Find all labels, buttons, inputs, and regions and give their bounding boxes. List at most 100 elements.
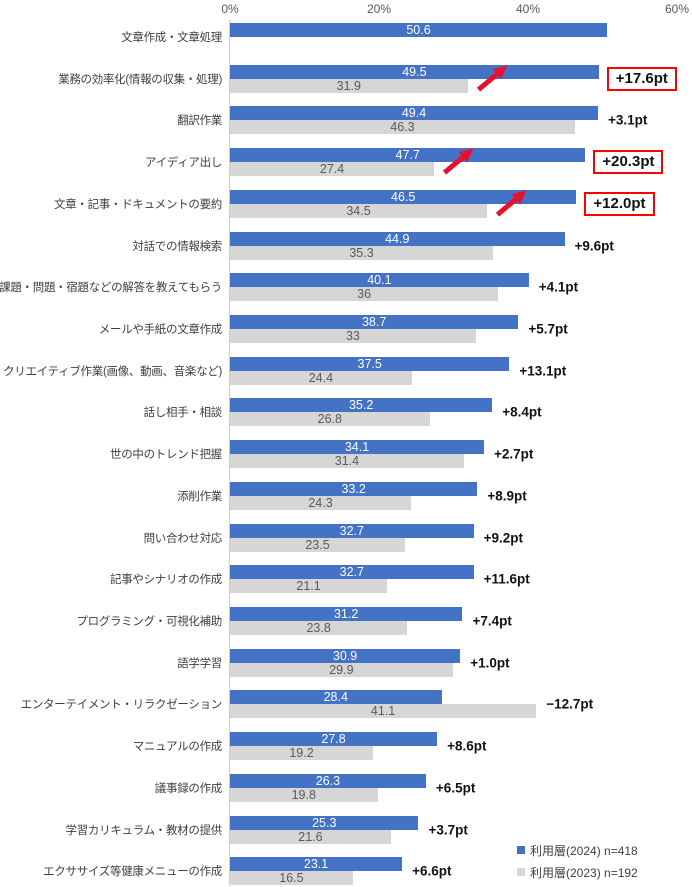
bar-2024: 44.9	[230, 231, 565, 246]
chart-row: プログラミング・可視化補助 31.2 23.8 +7.4pt	[0, 606, 692, 649]
category-label: 添削作業	[177, 490, 222, 503]
x-axis-tick: 60%	[664, 2, 690, 16]
chart-row: 添削作業 33.2 24.3 +8.9pt	[0, 481, 692, 524]
diff-label: +7.4pt	[472, 613, 512, 629]
chart-row: 世の中のトレンド把握 34.1 31.4 +2.7pt	[0, 440, 692, 482]
diff-label: +13.1pt	[519, 363, 567, 379]
chart-row: 学習カリキュラム・教材の提供 25.3 21.6 +3.7pt	[0, 815, 692, 858]
diff-label: +1.0pt	[470, 655, 510, 671]
bar-2023-value: 33	[345, 328, 360, 343]
bar-2023-value: 46.3	[390, 120, 415, 135]
legend-item: 利用層(2023) n=192	[517, 861, 638, 883]
bar-2023: 21.6	[230, 829, 391, 844]
bar-2024: 35.2	[230, 398, 493, 413]
bar-2023: 21.1	[230, 579, 388, 594]
bar-2023-value: 29.9	[329, 662, 354, 677]
chart-row: 翻訳作業 49.4 46.3 +3.1pt	[0, 106, 692, 148]
diff-label: +6.6pt	[412, 863, 452, 879]
bar-2023-value: 23.5	[305, 537, 330, 552]
chart-row: エンターテイメント・リラクゼーション 28.4 41.1 −12.7pt	[0, 690, 692, 732]
chart-row: アイディア出し 47.7 27.4 +20.3pt	[0, 148, 692, 190]
bar-2023-value: 41.1	[370, 704, 396, 719]
chart-row: エクササイズ等健康メニューの作成 23.1 16.5 +6.6pt	[0, 857, 692, 887]
category-label: エクササイズ等健康メニューの作成	[43, 866, 222, 879]
chart-row: 語学学習 30.9 29.9 +1.0pt	[0, 648, 692, 691]
bar-2024-value: 44.9	[385, 231, 410, 246]
bar-2023: 23.5	[230, 537, 406, 552]
bar-2024: 31.2	[230, 606, 463, 621]
bar-2024-value: 28.4	[323, 690, 348, 705]
bar-2023: 29.9	[230, 662, 453, 677]
bar-2024-value: 25.3	[312, 815, 337, 830]
increase-arrow-icon	[442, 148, 474, 175]
x-axis-tick: 0%	[221, 2, 239, 16]
bar-2023: 23.8	[230, 620, 408, 635]
legend-label: 利用層(2024) n=418	[530, 843, 638, 858]
chart-row: マニュアルの作成 27.8 19.2 +8.6pt	[0, 732, 692, 774]
bar-2023-value: 26.8	[317, 412, 342, 427]
bar-2023: 34.5	[230, 203, 488, 218]
category-label: 文章・記事・ドキュメントの要約	[54, 198, 222, 211]
bar-2023: 35.3	[230, 245, 493, 260]
category-label: 世の中のトレンド把握	[110, 449, 222, 462]
chart-row: 問い合わせ対応 32.7 23.5 +9.2pt	[0, 523, 692, 566]
legend-swatch-icon	[517, 846, 525, 854]
bar-2024-value: 30.9	[332, 648, 358, 663]
bar-2023: 19.2	[230, 746, 374, 761]
bar-2023-value: 19.8	[291, 787, 316, 802]
bar-2023-value: 19.2	[289, 746, 314, 761]
bar-2024: 37.5	[230, 356, 510, 371]
increase-arrow-icon	[476, 64, 508, 92]
category-label: 語学学習	[177, 657, 222, 670]
diff-label: +11.6pt	[483, 571, 530, 587]
bar-2024-value: 38.7	[361, 314, 387, 329]
bar-2023-value: 16.5	[279, 871, 304, 886]
bar-2024-value: 46.5	[391, 189, 416, 204]
category-label: 話し相手・相談	[143, 407, 223, 420]
category-label: プログラミング・可視化補助	[76, 615, 222, 628]
chart-row: 文章・記事・ドキュメントの要約 46.5 34.5 +12.0pt	[0, 189, 692, 232]
bar-2024: 50.6	[230, 23, 607, 37]
chart-row: 話し相手・相談 35.2 26.8 +8.4pt	[0, 398, 692, 440]
bar-2024: 30.9	[230, 648, 461, 663]
bar-2023-value: 24.4	[308, 370, 334, 385]
bar-2024: 33.2	[230, 481, 478, 496]
category-label: エンターテイメント・リラクゼーション	[20, 699, 223, 712]
bar-2024-value: 47.7	[395, 148, 420, 163]
category-label: メールや手紙の文章作成	[98, 323, 223, 336]
x-axis-tick: 20%	[366, 2, 392, 16]
chart-row: 記事やシナリオの作成 32.7 21.1 +11.6pt	[0, 565, 692, 607]
diff-label: +5.7pt	[528, 321, 568, 337]
bar-2023: 33	[230, 328, 476, 343]
bar-2024: 34.1	[230, 440, 485, 455]
bar-2023-value: 21.6	[298, 829, 323, 844]
bar-2024-value: 33.2	[341, 481, 366, 496]
diff-label: +17.6pt	[606, 66, 677, 91]
bar-2024: 38.7	[230, 314, 519, 329]
bar-2023: 27.4	[230, 162, 435, 177]
bar-2024-value: 35.2	[348, 398, 374, 413]
diff-label: +8.6pt	[447, 738, 487, 754]
diff-label: +3.1pt	[608, 112, 648, 128]
chart-row: クリエイティブ作業(画像、動画、音楽など) 37.5 24.4 +13.1pt	[0, 356, 692, 399]
bar-2024: 49.4	[230, 106, 599, 121]
bar-2024-value: 34.1	[344, 440, 370, 455]
legend-label: 利用層(2023) n=192	[530, 865, 638, 880]
bar-2023-value: 36	[357, 287, 372, 302]
diff-label: +12.0pt	[584, 191, 655, 216]
category-label: 課題・問題・宿題などの解答を教えてもらう	[0, 282, 222, 295]
legend: 利用層(2024) n=418 利用層(2023) n=192	[517, 839, 638, 883]
chart-row: 文章作成・文章処理 50.6	[0, 23, 692, 65]
bar-2023: 31.4	[230, 454, 464, 469]
chart-row: 議事録の作成 26.3 19.8 +6.5pt	[0, 773, 692, 816]
diff-label: +3.7pt	[428, 822, 468, 838]
category-label: 問い合わせ対応	[143, 532, 223, 545]
bar-2023-value: 24.3	[308, 495, 333, 510]
chart-row: メールや手紙の文章作成 38.7 33 +5.7pt	[0, 314, 692, 357]
bar-2024: 49.5	[230, 64, 599, 79]
diff-label: +9.2pt	[483, 530, 524, 546]
bar-2023: 16.5	[230, 871, 353, 886]
diff-label: −12.7pt	[546, 696, 594, 712]
bar-2024-value: 26.3	[315, 773, 341, 788]
bar-2023: 41.1	[230, 704, 537, 719]
